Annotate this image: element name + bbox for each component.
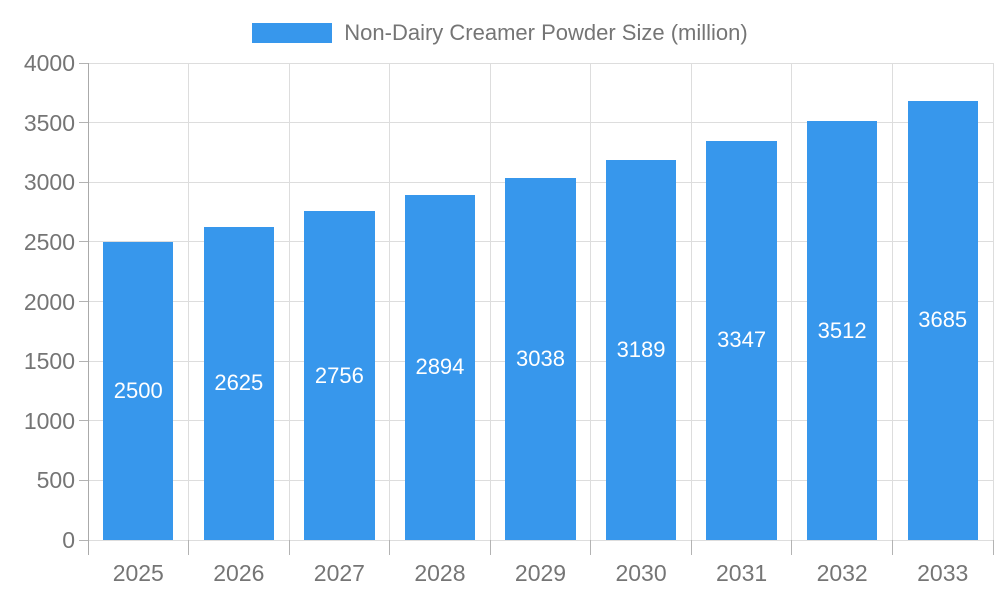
y-tick — [79, 539, 88, 541]
bar-value-label: 2500 — [113, 377, 163, 403]
bar: 2500 — [103, 241, 174, 540]
y-axis-label: 1000 — [23, 407, 75, 434]
y-tick — [79, 420, 88, 422]
y-tick — [79, 301, 88, 302]
x-axis-label: 2032 — [816, 560, 868, 586]
grid-line-h — [88, 122, 993, 124]
x-tick — [188, 540, 190, 555]
bar-value-label: 3512 — [817, 317, 867, 343]
x-tick — [288, 540, 290, 555]
x-axis-label: 2028 — [414, 560, 466, 586]
y-axis-label: 3500 — [23, 109, 75, 136]
x-tick — [690, 540, 692, 555]
grid-line-v — [992, 63, 994, 540]
x-tick — [791, 540, 793, 555]
grid-line-v — [389, 63, 391, 540]
x-tick — [590, 540, 592, 555]
x-tick — [891, 540, 893, 555]
plot-area: 0 500 1000 1500 2000 2500 3000 3500 4000 2025 2026… — [24, 51, 994, 586]
bar: 2894 — [404, 194, 476, 540]
x-axis-label: 2026 — [213, 560, 265, 586]
y-tick — [79, 181, 88, 183]
bar-value-label: 2625 — [214, 370, 264, 396]
bar: 2756 — [304, 211, 375, 540]
y-axis-label: 4000 — [23, 50, 75, 76]
grid-line-v — [791, 63, 793, 540]
bar: 3038 — [505, 177, 576, 540]
bar-value-label: 3347 — [717, 327, 767, 353]
grid-line-v — [489, 63, 491, 540]
bar-value-label: 2756 — [314, 362, 364, 388]
x-axis-label: 2029 — [514, 560, 567, 586]
x-tick — [389, 540, 391, 555]
y-axis-label: 2000 — [23, 288, 75, 315]
bar: 2625 — [203, 226, 274, 540]
y-tick — [79, 62, 88, 64]
x-axis-label: 2030 — [615, 560, 667, 586]
bar: 3189 — [605, 159, 677, 540]
y-axis-label: 500 — [36, 467, 75, 494]
y-tick — [79, 479, 88, 481]
grid-line-v — [288, 63, 290, 540]
bar-value-label: 3038 — [516, 345, 565, 371]
grid-line-v — [188, 63, 190, 540]
x-axis-label: 2031 — [716, 560, 768, 586]
bar-value-label: 2894 — [415, 354, 465, 380]
y-tick — [79, 241, 88, 243]
x-tick — [992, 540, 994, 555]
bar-value-label: 3189 — [616, 336, 666, 362]
x-tick — [489, 540, 491, 555]
grid-line-v — [891, 63, 893, 540]
y-axis-label: 1500 — [23, 348, 75, 375]
x-axis-label: 2033 — [917, 560, 969, 586]
legend-label: Non-Dairy Creamer Powder Size (million) — [344, 20, 748, 45]
grid-line-v — [690, 63, 692, 540]
y-axis-label: 3000 — [23, 169, 75, 196]
grid-line-h — [88, 539, 993, 541]
y-axis-label: 2500 — [23, 228, 75, 255]
y-tick — [79, 122, 88, 124]
grid-line-v — [590, 63, 592, 540]
bar: 3512 — [806, 121, 878, 540]
legend-swatch — [252, 23, 333, 43]
y-tick — [79, 360, 88, 362]
y-axis-label: 0 — [62, 527, 75, 553]
bar-value-label: 3685 — [918, 307, 968, 333]
grid-line-h — [88, 62, 993, 64]
bar: 3347 — [706, 140, 777, 540]
x-axis-label: 2027 — [313, 560, 365, 586]
x-axis-label: 2025 — [112, 560, 164, 586]
y-axis-line — [88, 63, 89, 555]
legend[interactable]: Non-Dairy Creamer Powder Size (million) — [0, 20, 1000, 46]
bar: 3685 — [907, 100, 978, 540]
